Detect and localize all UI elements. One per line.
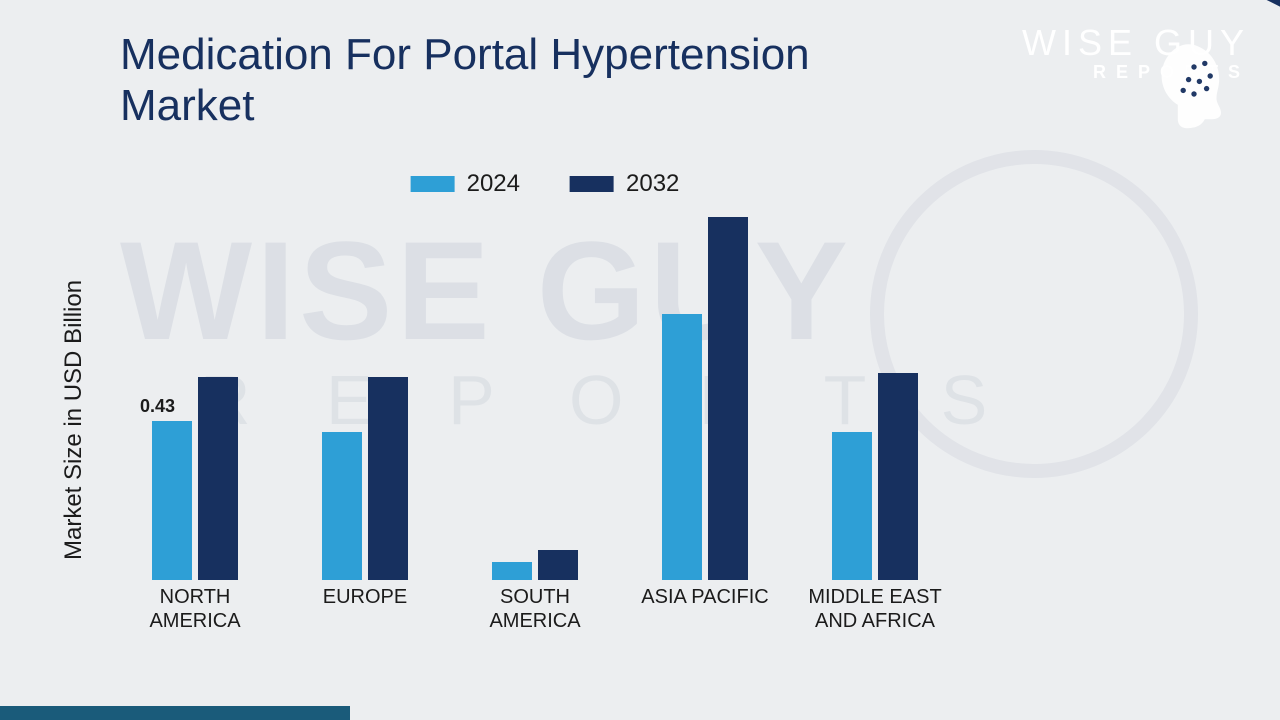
bar-y2032: [878, 373, 918, 580]
brand-logo: WISE GUY REPORTS: [1022, 25, 1250, 81]
bar-y2024: [662, 314, 702, 580]
x-axis-labels: NORTH AMERICA EUROPE SOUTH AMERICA ASIA PAC…: [120, 585, 970, 675]
bar-y2024: [832, 432, 872, 580]
bar-y2032: [368, 377, 408, 581]
bar-y2032: [538, 550, 578, 580]
x-label: MIDDLE EAST AND AFRICA: [805, 585, 945, 633]
bar-group: [662, 217, 748, 580]
legend-item-y2032: 2032: [570, 170, 679, 198]
x-label: EUROPE: [295, 585, 435, 609]
bar-y2024: [152, 421, 192, 580]
legend: 2024 2032: [411, 170, 680, 198]
legend-label-y2024: 2024: [467, 170, 520, 198]
x-label: ASIA PACIFIC: [635, 585, 775, 609]
x-label: NORTH AMERICA: [125, 585, 265, 633]
bar-y2032: [708, 217, 748, 580]
bar-y2024: [492, 562, 532, 581]
plot-area: 0.43: [120, 210, 970, 580]
brand-head-icon: [1140, 40, 1230, 130]
bar-y2024: [322, 432, 362, 580]
bar-group: [152, 377, 238, 581]
legend-label-y2032: 2032: [626, 170, 679, 198]
bar-chart: 2024 2032 0.43 NORTH AMERICA EUROPE SOUTH A…: [120, 170, 970, 670]
bar-group: [832, 373, 918, 580]
legend-swatch-y2032: [570, 176, 614, 192]
legend-swatch-y2024: [411, 176, 455, 192]
bottom-accent-bar: [0, 706, 350, 720]
bar-group: [492, 550, 578, 580]
legend-item-y2024: 2024: [411, 170, 520, 198]
page-title: Medication For Portal Hypertension Marke…: [120, 30, 880, 131]
bar-group: [322, 377, 408, 581]
x-label: SOUTH AMERICA: [465, 585, 605, 633]
bar-y2032: [198, 377, 238, 581]
y-axis-label: Market Size in USD Billion: [60, 280, 88, 560]
stage: WISE GUY REPORTS Medication For Portal H…: [0, 0, 1280, 720]
